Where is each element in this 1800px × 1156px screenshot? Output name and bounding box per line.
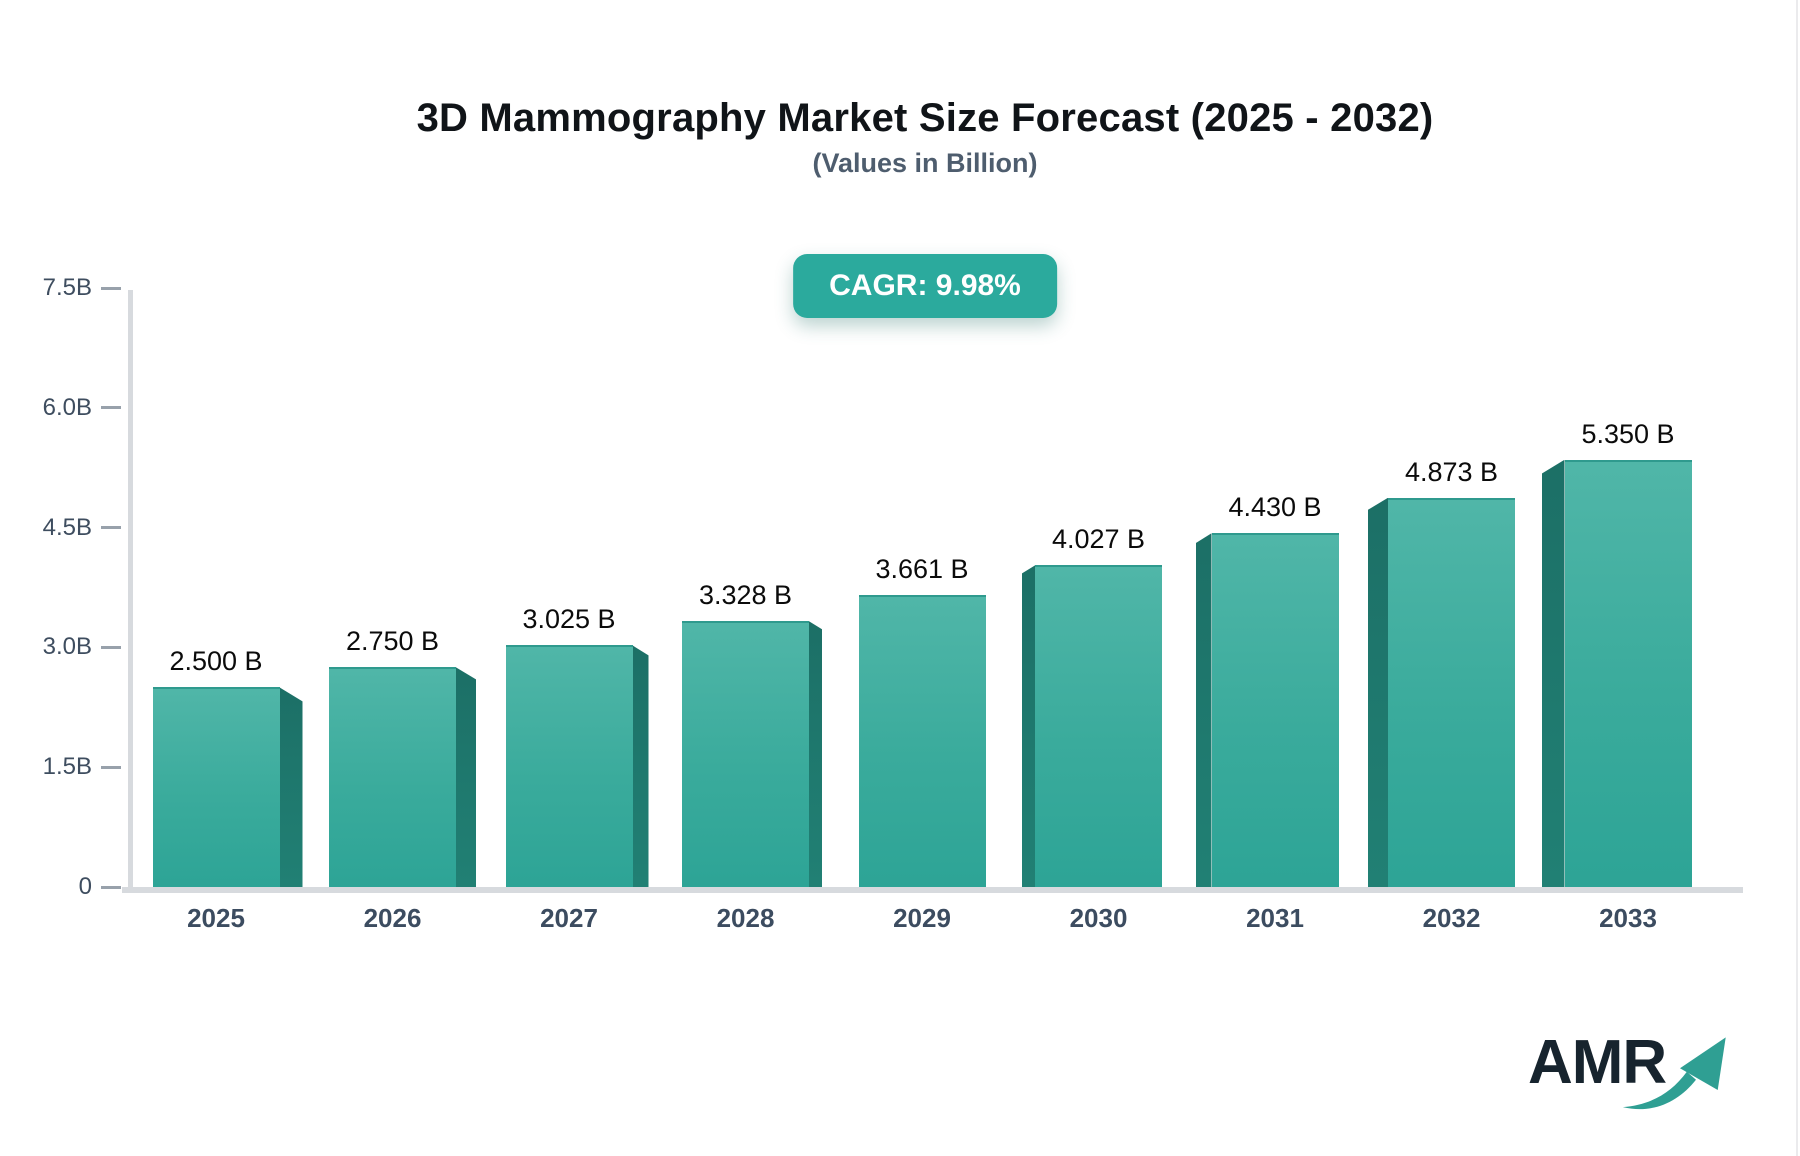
bar-side	[1368, 497, 1388, 887]
x-axis-label: 2030	[1069, 903, 1128, 933]
bar-side	[1541, 459, 1565, 887]
amr-logo: AMR	[1528, 1032, 1768, 1122]
y-tick-dash	[101, 645, 121, 649]
bar-2028	[682, 621, 809, 887]
cagr-badge: CAGR: 9.98%	[793, 254, 1057, 318]
bar-value-label: 3.328 B	[698, 580, 793, 611]
bar-value-label: 2.750 B	[345, 626, 440, 657]
amr-logo-text: AMR	[1528, 1028, 1667, 1097]
chart-subtitle: (Values in Billion)	[812, 148, 1038, 178]
x-axis-label: 2025	[187, 903, 245, 933]
y-tick-dash	[101, 406, 121, 410]
bar-side	[632, 645, 649, 887]
bar-side	[456, 667, 476, 887]
bar-2029	[858, 594, 986, 887]
x-axis-label: 2026	[363, 903, 422, 933]
x-axis-label: 2029	[893, 903, 951, 933]
y-axis-line	[128, 290, 133, 887]
bar-value-label: 3.025 B	[522, 604, 616, 635]
bar-side	[1195, 533, 1212, 887]
y-tick-dash	[101, 885, 121, 889]
bar-2032	[1388, 497, 1515, 887]
x-axis-label: 2031	[1246, 903, 1304, 933]
y-tick-dash	[101, 526, 121, 530]
bar-side	[809, 621, 822, 887]
bar-value-label: 3.661 B	[875, 553, 969, 584]
bar-2027	[505, 645, 633, 887]
y-tick-label: 1.5B	[42, 753, 92, 781]
chart-title: 3D Mammography Market Size Forecast (202…	[416, 96, 1434, 140]
x-axis-label: 2027	[540, 903, 598, 933]
bar-value-label: 2.500 B	[169, 646, 263, 677]
y-tick-dash	[101, 286, 121, 290]
y-tick-label: 6.0B	[42, 393, 92, 421]
bar-value-label: 4.027 B	[1051, 524, 1146, 555]
x-axis-label: 2032	[1422, 903, 1481, 933]
bar-2025	[152, 687, 280, 887]
y-tick-label: 7.5B	[42, 274, 92, 301]
bar-2033	[1564, 459, 1692, 887]
bar-side	[1022, 565, 1035, 887]
bar-2031	[1211, 533, 1339, 887]
bar-2026	[329, 667, 456, 887]
bar-value-label: 4.430 B	[1228, 492, 1322, 523]
bar-value-label: 5.350 B	[1581, 418, 1675, 449]
page-edge-divider	[1796, 0, 1798, 1156]
x-axis-label: 2028	[716, 903, 775, 933]
bar-2030	[1035, 565, 1162, 887]
y-tick-label: 3.0B	[42, 633, 92, 661]
y-tick-label: 0	[78, 873, 92, 900]
up-right-trend-arrow-icon	[1622, 1037, 1726, 1110]
y-tick-dash	[101, 765, 121, 769]
bar-side	[279, 687, 303, 887]
bar-value-label: 4.873 B	[1404, 456, 1499, 487]
x-axis-label: 2033	[1599, 903, 1657, 933]
y-tick-label: 4.5B	[42, 513, 92, 541]
x-axis-baseline	[122, 887, 1743, 893]
